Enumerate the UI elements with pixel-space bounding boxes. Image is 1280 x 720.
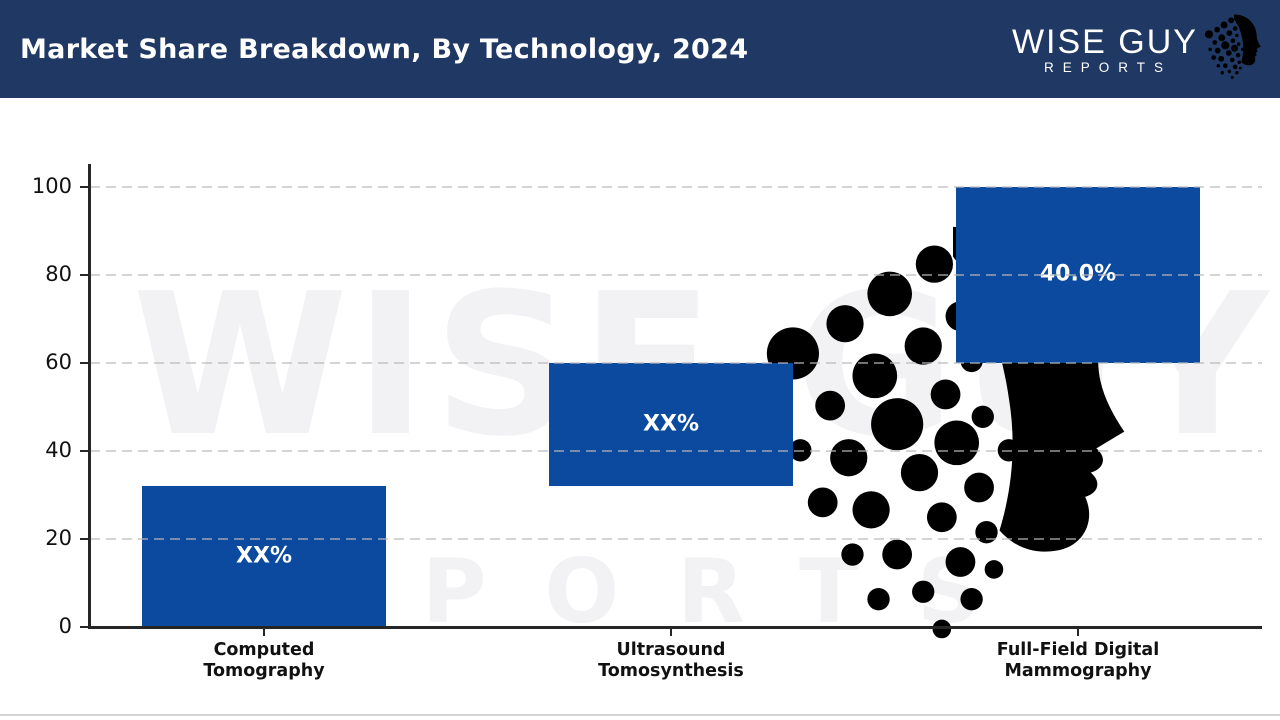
x-category-label: Full-Field Digital Mammography (918, 640, 1238, 683)
head-dots-icon (1202, 11, 1266, 89)
x-category-label: Ultrasound Tomosynthesis (511, 640, 831, 683)
logo-wordmark: WISE GUY REPORTS (1011, 22, 1198, 76)
y-tick-label: 60 (45, 350, 72, 374)
gridline (90, 186, 1262, 188)
y-tick-label: 0 (58, 614, 72, 638)
bar: XX% (142, 486, 386, 627)
x-category-label-line: Ultrasound (616, 640, 726, 660)
y-tick-label: 80 (45, 262, 72, 286)
logo: WISE GUY REPORTS (1012, 6, 1266, 94)
bottom-hairline (0, 714, 1280, 716)
bar: XX% (549, 363, 793, 487)
x-category-label-line: Tomography (203, 661, 325, 682)
x-category-label: Computed Tomography (104, 640, 424, 683)
y-tick-label: 100 (31, 174, 72, 198)
x-category-label-line: Tomosynthesis (598, 661, 744, 682)
logo-wordmark-line1: WISE GUY (1011, 22, 1198, 61)
y-tick-mark (80, 450, 88, 452)
bar-value-label: XX% (236, 542, 292, 568)
y-tick-mark (80, 626, 88, 628)
y-tick-mark (80, 186, 88, 188)
page-title: Market Share Breakdown, By Technology, 2… (20, 33, 749, 65)
logo-wordmark-line2: REPORTS (1043, 60, 1172, 76)
x-tick-mark (1077, 628, 1079, 636)
x-category-label-line: Computed (213, 640, 315, 660)
bar-value-label: 40.0% (1039, 261, 1117, 287)
header-bar: Market Share Breakdown, By Technology, 2… (0, 0, 1280, 98)
y-tick-mark (80, 362, 88, 364)
gridline (90, 450, 1262, 452)
y-axis-line (88, 164, 91, 628)
x-tick-mark (670, 628, 672, 636)
x-category-label-line: Full-Field Digital (996, 640, 1160, 660)
y-tick-mark (80, 538, 88, 540)
y-tick-label: 40 (45, 438, 72, 462)
gridline (90, 274, 1262, 276)
bar-value-label: XX% (643, 410, 699, 436)
x-category-label-line: Mammography (1004, 661, 1152, 682)
x-tick-mark (263, 628, 265, 636)
y-tick-label: 20 (45, 526, 72, 550)
y-tick-mark (80, 274, 88, 276)
x-axis-line (88, 626, 1262, 629)
gridline (90, 538, 1262, 540)
gridline (90, 362, 1262, 364)
